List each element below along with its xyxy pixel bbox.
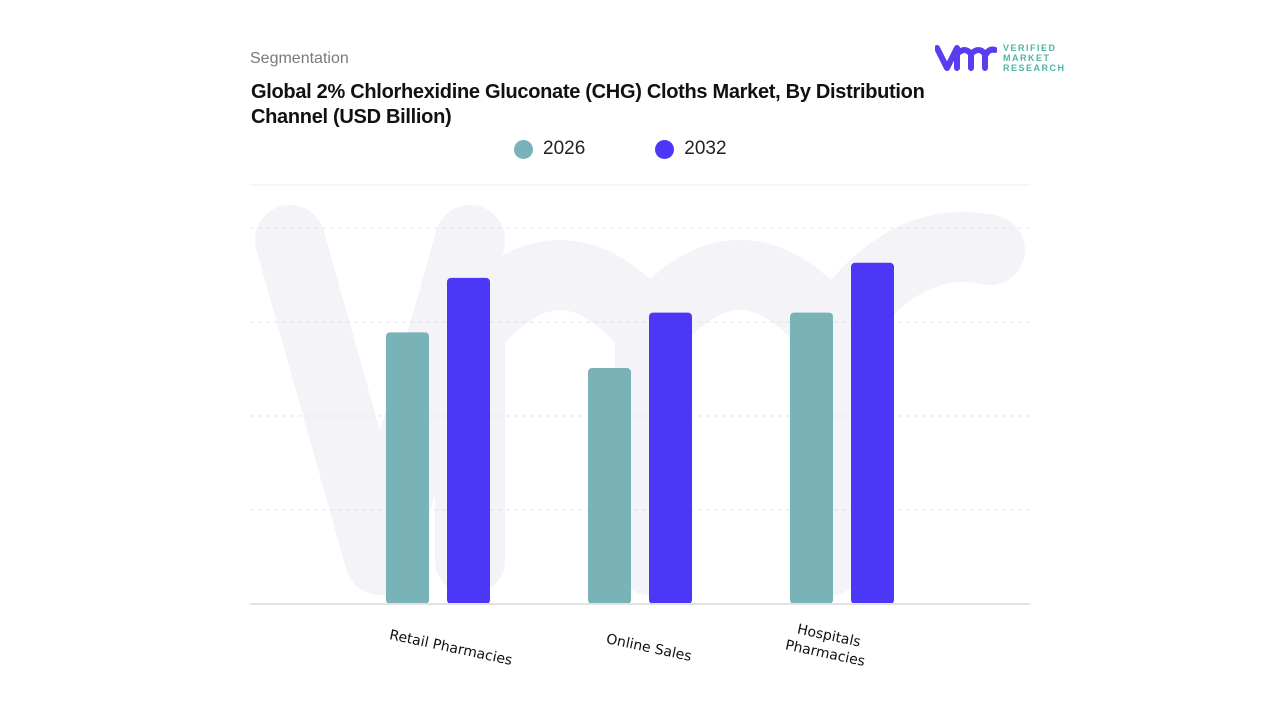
vmr-logo-icon (935, 45, 997, 71)
bar-2032-online-sales (649, 312, 692, 604)
x-tick-label: HospitalsPharmacies (784, 620, 870, 670)
legend-label: 2026 (543, 138, 586, 159)
bar-2032-hospitals-pharmacies (851, 262, 894, 604)
legend-label: 2032 (684, 138, 727, 159)
legend-item-2032: 2032 (655, 138, 727, 160)
bar-2032-retail-pharmacies (447, 277, 490, 604)
vmr-logo: VERIFIED MARKET RESEARCH (935, 43, 1066, 73)
watermark-logo (255, 205, 1025, 595)
legend-swatch-2032 (655, 139, 675, 159)
legend-item-2026: 2026 (514, 138, 585, 160)
bar-2026-hospitals-pharmacies (790, 312, 833, 604)
logo-text: VERIFIED MARKET RESEARCH (1003, 43, 1066, 73)
legend-swatch-2026 (514, 139, 533, 159)
x-tick-label: Online Sales (605, 631, 693, 665)
bar-2026-online-sales (588, 368, 631, 604)
segmentation-label: Segmentation (250, 50, 349, 67)
legend: 2026 2032 (514, 138, 727, 160)
chart-title: Global 2% Chlorhexidine Gluconate (CHG) … (251, 81, 925, 128)
bar-2026-retail-pharmacies (386, 332, 429, 604)
x-tick-label: Retail Pharmacies (388, 627, 514, 669)
